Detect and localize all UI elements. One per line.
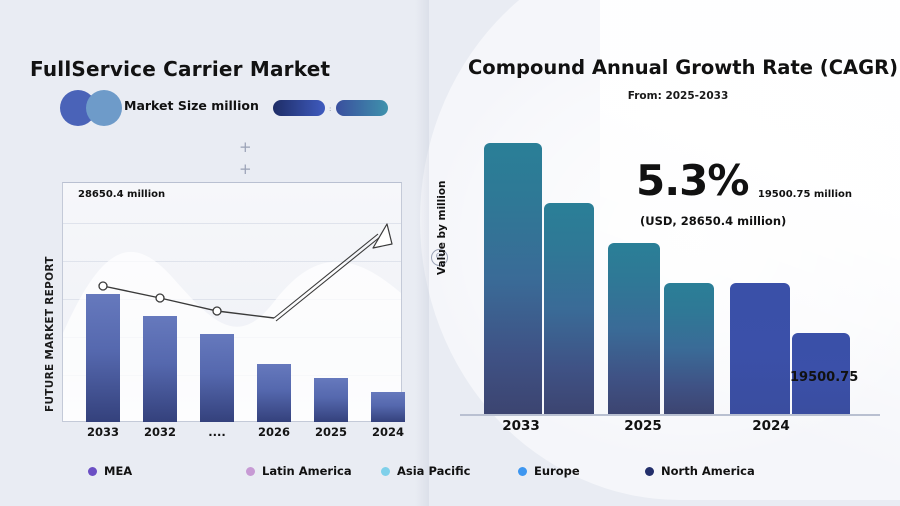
- right-x-label-2033: 2033: [502, 418, 540, 434]
- circle-minus-icon: ⊖: [431, 249, 448, 266]
- rbar-2033-a: [484, 143, 542, 415]
- pill-right: [336, 100, 388, 116]
- bar-2025: [314, 378, 348, 422]
- cagr-subtitle: From: 2025-2033: [627, 90, 729, 102]
- pill-group: :: [273, 100, 393, 116]
- rbar-2024-b: [792, 333, 850, 415]
- legend-label-latin-america: Latin America: [262, 464, 352, 478]
- bar-2033: [86, 294, 120, 422]
- pill-left: [273, 100, 325, 116]
- x-label-2026: 2026: [257, 425, 290, 439]
- legend-dot-asia-pacific: [381, 466, 390, 476]
- panel-divider-shadow: [415, 0, 429, 506]
- legend-label-north-america: North America: [661, 464, 755, 478]
- plus-icon-1: +: [239, 138, 252, 156]
- x-label-dots: ....: [208, 425, 226, 439]
- logo-circle-light: [86, 90, 122, 126]
- rbar-2025-b: [664, 283, 714, 415]
- legend-item-asia-pacific[interactable]: Asia Pacific: [381, 464, 470, 478]
- legend-label-mea: MEA: [104, 464, 133, 478]
- x-label-2033: 2033: [86, 425, 119, 439]
- rbar-2033-b: [544, 203, 594, 415]
- legend-label-europe: Europe: [534, 464, 580, 478]
- bar-2026: [257, 364, 291, 422]
- left-chart-y-axis-label: FUTURE MARKET REPORT: [44, 256, 56, 412]
- legend-item-mea[interactable]: MEA: [88, 464, 132, 478]
- legend-item-north-america[interactable]: North America: [645, 464, 755, 478]
- right-chart-baseline: [460, 414, 880, 416]
- legend-dot-north-america: [645, 466, 654, 476]
- legend-item-latin-america[interactable]: Latin America: [246, 464, 352, 478]
- left-chart-x-axis: 2033 2032 .... 2026 2025 2024: [62, 425, 404, 445]
- left-chart-value-start: 28650.4 million: [78, 189, 166, 200]
- plus-icon-2: +: [239, 160, 252, 178]
- legend-dot-europe: [518, 466, 527, 476]
- left-chart-bars: [62, 182, 405, 422]
- logo-icon: [60, 90, 128, 126]
- chart-legend: MEA Latin America Asia Pacific Europe No…: [88, 464, 788, 486]
- right-x-label-2024: 2024: [752, 418, 790, 434]
- x-label-2025: 2025: [314, 425, 347, 439]
- page-title: FullService Carrier Market: [30, 57, 331, 81]
- rbar-2025-a: [608, 243, 660, 415]
- right-x-label-2025: 2025: [624, 418, 662, 434]
- legend-dot-latin-america: [246, 466, 255, 476]
- legend-item-europe[interactable]: Europe: [518, 464, 580, 478]
- bar-2032: [143, 316, 177, 422]
- right-chart-value-label: 19500.75: [790, 370, 859, 385]
- x-label-2024: 2024: [371, 425, 404, 439]
- rbar-2024-a: [730, 283, 790, 415]
- x-label-2032: 2032: [143, 425, 176, 439]
- cagr-value: 5.3%: [636, 156, 749, 205]
- brand-label: Market Size million: [124, 98, 259, 113]
- cagr-note: (USD, 28650.4 million): [640, 214, 787, 228]
- cagr-title: Compound Annual Growth Rate (CAGR): [468, 56, 899, 79]
- left-chart-value-end: 19500.75 million: [757, 189, 852, 200]
- right-chart-bars: [460, 120, 890, 415]
- pill-separator: :: [329, 105, 332, 113]
- legend-dot-mea: [88, 466, 97, 476]
- right-chart-y-axis-label: Value by million: [436, 180, 448, 275]
- bar-dots: [200, 334, 234, 422]
- legend-label-asia-pacific: Asia Pacific: [397, 464, 471, 478]
- left-chart-trend-line: [98, 223, 393, 322]
- bar-2024: [371, 392, 405, 422]
